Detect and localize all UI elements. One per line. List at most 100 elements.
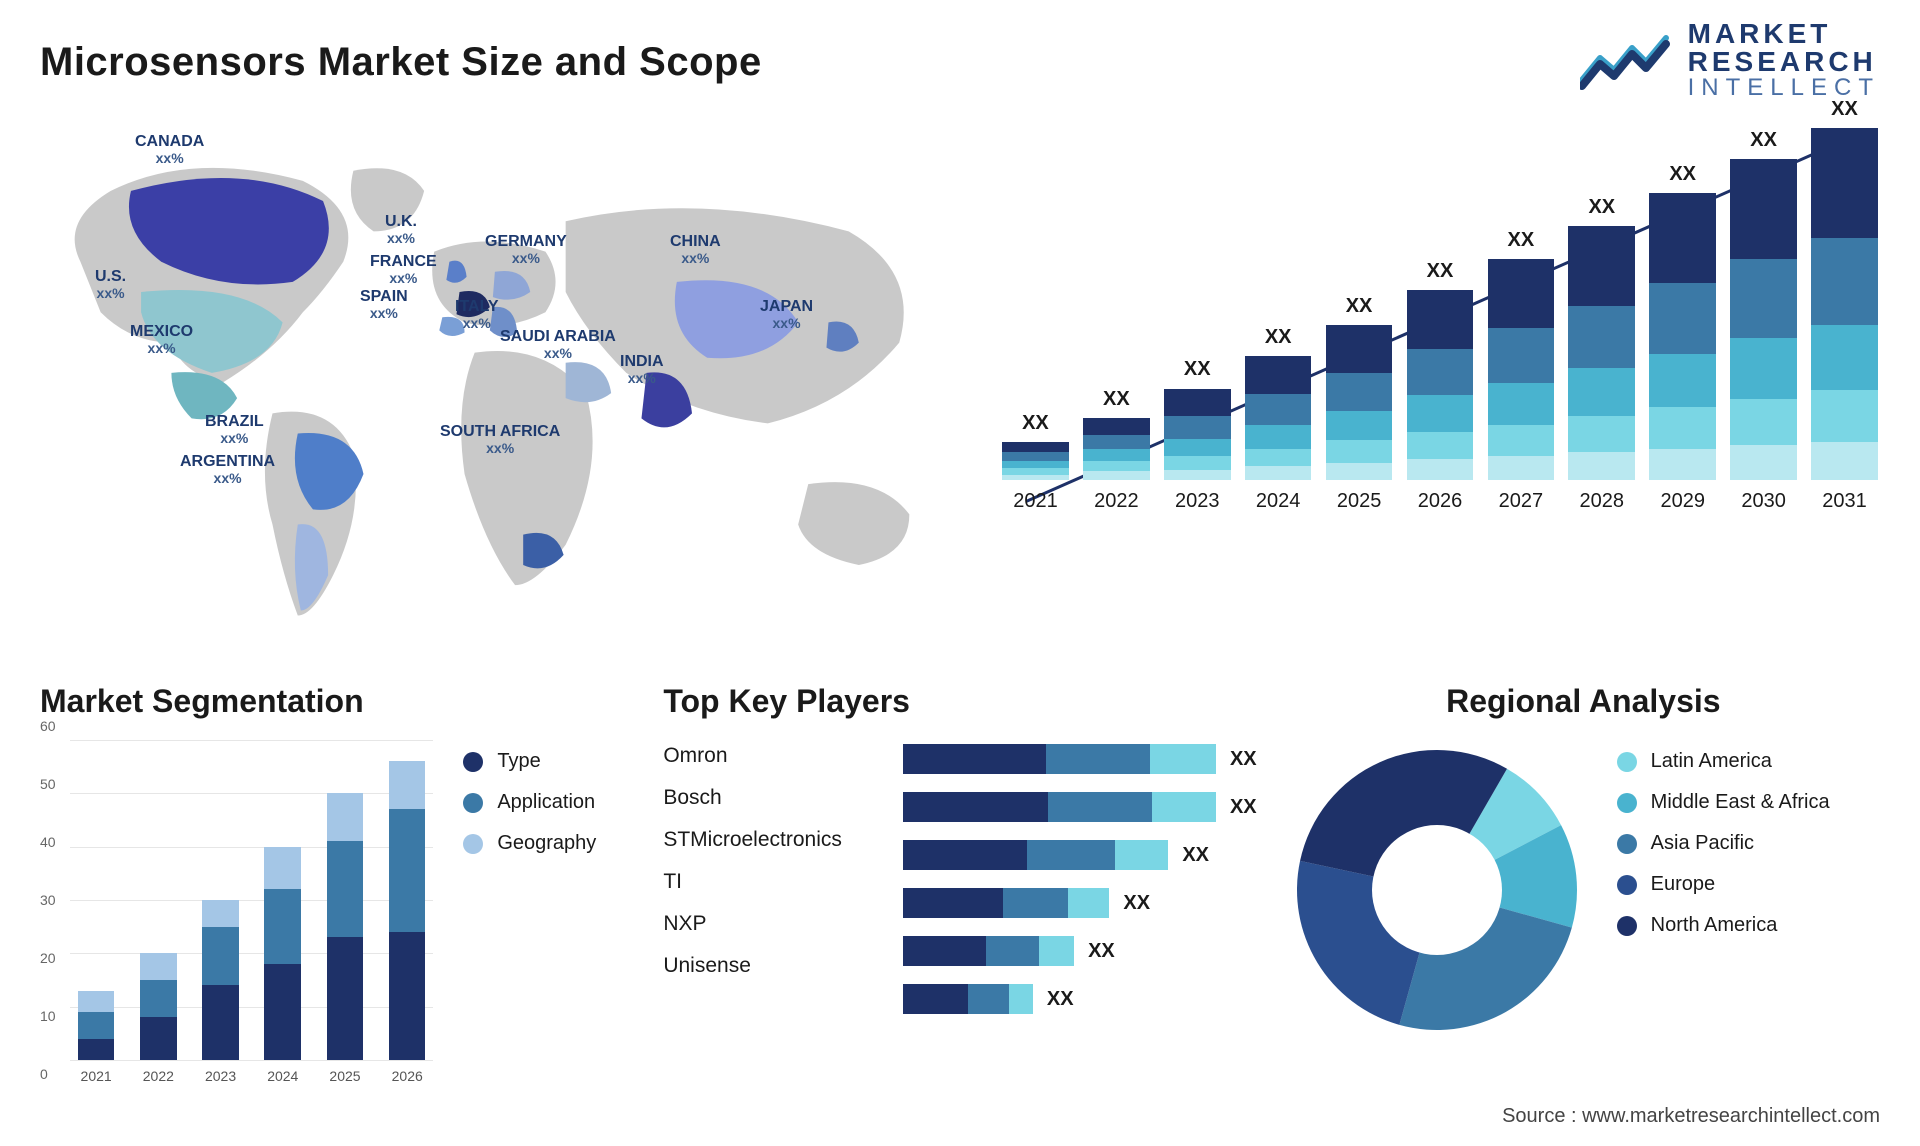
seg-seg <box>389 932 426 1060</box>
growth-seg <box>1811 325 1878 391</box>
legend-label: Middle East & Africa <box>1651 791 1830 814</box>
growth-bar-label: XX <box>1568 196 1635 219</box>
growth-seg <box>1488 259 1555 328</box>
kp-seg <box>903 936 985 966</box>
segmentation-legend: TypeApplicationGeography <box>463 740 633 1103</box>
map-label-value: xx% <box>370 271 437 286</box>
segmentation-panel: Market Segmentation 01020304050602021202… <box>40 683 633 1103</box>
growth-seg <box>1407 349 1474 396</box>
growth-seg <box>1245 449 1312 466</box>
seg-bar <box>327 793 364 1060</box>
kp-bar <box>903 792 1216 822</box>
growth-col: XX 2021 <box>1000 442 1071 513</box>
seg-seg <box>78 1012 115 1039</box>
map-label-value: xx% <box>620 371 664 386</box>
legend-item: Type <box>463 750 633 773</box>
seg-bar <box>264 847 301 1060</box>
seg-seg <box>327 793 364 841</box>
kp-seg <box>903 984 968 1014</box>
map-label-name: SPAIN <box>360 288 408 305</box>
seg-bar <box>389 761 426 1060</box>
source-label: Source : www.marketresearchintellect.com <box>1502 1105 1880 1128</box>
growth-bar: XX <box>1488 259 1555 480</box>
growth-col: XX2023 <box>1162 388 1233 513</box>
growth-bar-label: XX <box>1488 229 1555 252</box>
seg-x-label: 2022 <box>132 1068 184 1084</box>
seg-ytick: 40 <box>40 834 56 850</box>
legend-item: Application <box>463 791 633 814</box>
growth-seg <box>1326 463 1393 480</box>
kp-seg <box>986 936 1039 966</box>
legend-item: Latin America <box>1617 750 1830 773</box>
map-label: SAUDI ARABIAxx% <box>500 328 616 361</box>
growth-x-label: 2022 <box>1094 490 1139 513</box>
growth-x-label: 2030 <box>1741 490 1786 513</box>
legend-item: Middle East & Africa <box>1617 791 1830 814</box>
seg-seg <box>78 991 115 1012</box>
growth-seg <box>1649 354 1716 408</box>
legend-swatch-icon <box>463 752 483 772</box>
legend-swatch-icon <box>1617 793 1637 813</box>
growth-seg <box>1649 407 1716 448</box>
kp-seg <box>1048 792 1152 822</box>
logo-mark-icon <box>1580 30 1670 90</box>
growth-seg <box>1568 368 1635 416</box>
map-label-name: JAPAN <box>760 298 813 315</box>
legend-swatch-icon <box>463 793 483 813</box>
kp-seg <box>968 984 1009 1014</box>
map-label-name: ARGENTINA <box>180 453 275 470</box>
growth-col: XX2030 <box>1728 159 1799 513</box>
growth-col: XX2031 <box>1809 128 1880 513</box>
growth-seg <box>1811 128 1878 239</box>
seg-col: 2021 <box>70 740 122 1060</box>
growth-x-label: 2025 <box>1337 490 1382 513</box>
seg-ytick: 20 <box>40 950 56 966</box>
kp-bar <box>903 888 1109 918</box>
kp-bar <box>903 744 1216 774</box>
legend-swatch-icon <box>1617 875 1637 895</box>
kp-value: XX <box>1047 988 1074 1011</box>
map-label-name: FRANCE <box>370 253 437 270</box>
growth-seg <box>1326 411 1393 440</box>
seg-x-label: 2021 <box>70 1068 122 1084</box>
growth-chart: XX2021XX2022XX2023XX2024XX2025XX2026XX20… <box>1000 113 1880 653</box>
growth-seg <box>1245 394 1312 425</box>
legend-label: Latin America <box>1651 750 1772 773</box>
growth-seg <box>1730 338 1797 398</box>
growth-seg <box>1245 356 1312 394</box>
map-label: ITALYxx% <box>455 298 499 331</box>
kp-bar <box>903 840 1168 870</box>
kp-seg <box>1068 888 1109 918</box>
kp-bar <box>903 936 1074 966</box>
growth-seg <box>1811 238 1878 324</box>
growth-seg <box>1488 425 1555 456</box>
seg-bar <box>202 900 239 1060</box>
legend-item: North America <box>1617 914 1830 937</box>
map-label: JAPANxx% <box>760 298 813 331</box>
map-label-value: xx% <box>440 441 560 456</box>
map-svg <box>40 113 970 653</box>
legend-item: Europe <box>1617 873 1830 896</box>
growth-bar: XX <box>1568 226 1635 480</box>
growth-bar: XX <box>1002 442 1069 480</box>
seg-col: 2022 <box>132 740 184 1060</box>
seg-seg <box>202 985 239 1060</box>
map-label-name: CHINA <box>670 233 721 250</box>
growth-seg <box>1568 452 1635 480</box>
growth-bar-label: XX <box>1164 358 1231 381</box>
growth-col: XX2025 <box>1324 325 1395 513</box>
growth-seg <box>1568 226 1635 305</box>
logo-line2: RESEARCH <box>1688 48 1880 76</box>
seg-seg <box>264 889 301 964</box>
growth-x-label: 2021 <box>1013 490 1058 513</box>
kp-seg <box>903 840 1027 870</box>
legend-label: Application <box>497 791 595 814</box>
seg-seg <box>327 841 364 937</box>
seg-seg <box>78 1039 115 1060</box>
growth-seg <box>1245 466 1312 480</box>
kp-bar <box>903 984 1033 1014</box>
map-label-value: xx% <box>670 251 721 266</box>
seg-x-label: 2026 <box>381 1068 433 1084</box>
seg-ytick: 0 <box>40 1066 48 1082</box>
growth-bar: XX <box>1407 290 1474 480</box>
